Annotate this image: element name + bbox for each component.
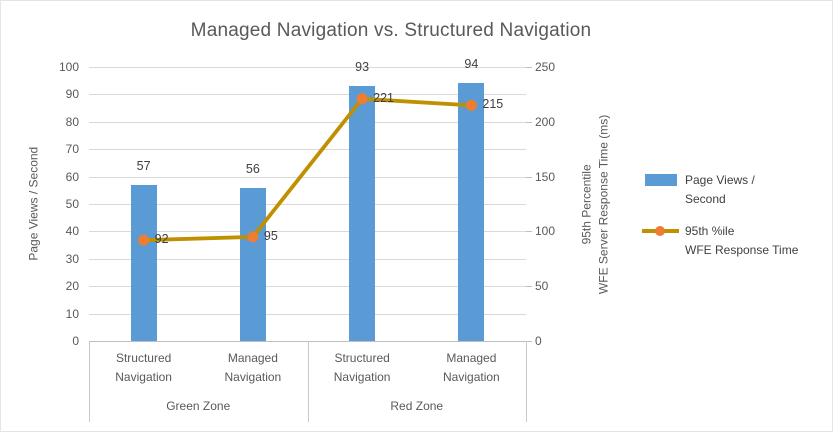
legend-line-swatch-icon	[642, 225, 679, 237]
category-divider	[526, 341, 527, 422]
legend-entry-page-views: Page Views / Second	[642, 171, 832, 209]
y-axis-tick-label: 80	[65, 114, 79, 129]
right-axis-title-line2: WFE Server Response Time (ms)	[597, 114, 611, 295]
legend-label-response-time: 95th %ile WFE Response Time	[685, 223, 799, 257]
zone-label: Red Zone	[390, 399, 444, 413]
gridline	[89, 286, 526, 288]
right-axis-tick-mark	[526, 67, 532, 68]
right-axis-tick-mark	[526, 121, 532, 123]
legend-line-marker	[655, 225, 665, 236]
gridline	[89, 94, 526, 96]
y-axis-tick-label: 90	[65, 87, 79, 102]
category-label: Structured Navigation	[333, 351, 391, 385]
gridline	[89, 67, 526, 68]
bar-data-label: 56	[245, 161, 260, 176]
legend-bar-swatch-icon	[645, 174, 677, 186]
chart-title: Managed Navigation vs. Structured Naviga…	[190, 20, 592, 41]
right-axis-tick-label: 150	[535, 169, 556, 184]
y-axis-tick-label: 50	[65, 197, 79, 211]
bar	[239, 187, 266, 341]
legend: Page Views / Second 95th %ile WFE Respon…	[642, 171, 832, 273]
y-axis-tick-label: 100	[58, 60, 79, 74]
line-data-label: 92	[154, 232, 169, 247]
bar-data-label: 93	[355, 60, 370, 75]
category-label: Structured Navigation	[115, 351, 172, 385]
right-axis-tick-mark	[526, 176, 532, 178]
line-data-label: 215	[482, 97, 504, 112]
category-divider	[89, 341, 90, 422]
legend-entry-response-time: 95th %ile WFE Response Time	[642, 222, 832, 260]
y-axis-tick-label: 70	[65, 142, 79, 157]
right-axis-tick-label: 250	[535, 60, 556, 74]
legend-label-page-views: Page Views / Second	[685, 173, 755, 206]
y-axis-tick-label: 40	[65, 224, 79, 239]
gridline	[89, 313, 526, 315]
y-axis-tick-label: 20	[65, 279, 79, 294]
right-axis-tick-label: 200	[535, 114, 556, 129]
bar	[458, 83, 485, 341]
bar	[130, 184, 157, 341]
zone-label: Green Zone	[166, 399, 231, 413]
line-data-label: 95	[263, 228, 278, 243]
line-data-label: 221	[373, 90, 394, 105]
right-axis-tick-mark	[526, 231, 532, 233]
category-label: Managed Navigation	[224, 351, 282, 385]
y-axis-tick-label: 0	[72, 334, 79, 348]
category-divider	[307, 341, 309, 422]
line-series	[143, 96, 472, 243]
right-axis-tick-label: 100	[535, 224, 556, 239]
y-axis-tick-label: 10	[65, 306, 79, 321]
bar-data-label: 57	[136, 158, 151, 173]
y-axis-tick-label: 60	[65, 169, 79, 184]
right-axis-tick-label: 50	[535, 279, 549, 294]
bar	[349, 86, 376, 341]
y-axis-tick-label: 30	[65, 251, 79, 266]
gridline	[89, 258, 526, 260]
bar-data-label: 94	[464, 57, 479, 72]
category-label: Managed Navigation	[443, 351, 500, 385]
right-axis-tick-label: 0	[535, 334, 542, 348]
right-axis-title: 95th Percentile WFE Server Response Time …	[579, 54, 614, 354]
right-axis-tick-mark	[526, 286, 532, 288]
right-axis-tick-mark	[526, 341, 532, 342]
right-axis-title-line1: 95th Percentile	[579, 164, 594, 245]
